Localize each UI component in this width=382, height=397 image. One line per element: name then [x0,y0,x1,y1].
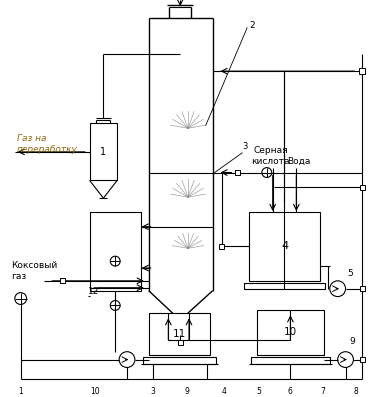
Text: Коксовый
газ: Коксовый газ [11,261,57,281]
Bar [360,185,365,190]
Bar [143,357,215,364]
Text: 3: 3 [150,387,155,396]
Bar [90,212,141,291]
Bar [360,357,365,362]
Text: 1: 1 [100,147,107,157]
Bar [251,357,330,364]
Text: Вода: Вода [288,157,311,166]
Text: 5: 5 [348,270,353,278]
Text: 11: 11 [173,329,186,339]
Bar [257,310,324,355]
Bar [90,123,117,180]
Bar [235,170,240,175]
Text: 5: 5 [256,387,261,396]
Text: 4: 4 [281,241,288,251]
Bar [244,283,325,289]
Bar [359,68,365,74]
Bar [178,340,183,345]
Text: 7: 7 [320,387,325,396]
Text: 2: 2 [249,21,255,30]
Bar [60,278,65,283]
Text: 4: 4 [222,387,227,396]
Text: 10: 10 [284,327,297,337]
Text: 1: 1 [18,387,23,396]
Text: Газ на
переработку: Газ на переработку [17,134,78,154]
Bar [149,313,210,355]
Text: 9: 9 [185,387,189,396]
Text: 8: 8 [353,387,358,396]
Bar [249,212,320,281]
Bar [360,286,365,291]
Text: 12: 12 [87,287,99,296]
Text: 3: 3 [242,142,248,151]
Text: 9: 9 [350,337,355,346]
Bar [219,244,224,249]
Text: 6: 6 [288,387,293,396]
Text: Серная
кислота: Серная кислота [251,146,290,166]
Text: 10: 10 [91,387,100,396]
